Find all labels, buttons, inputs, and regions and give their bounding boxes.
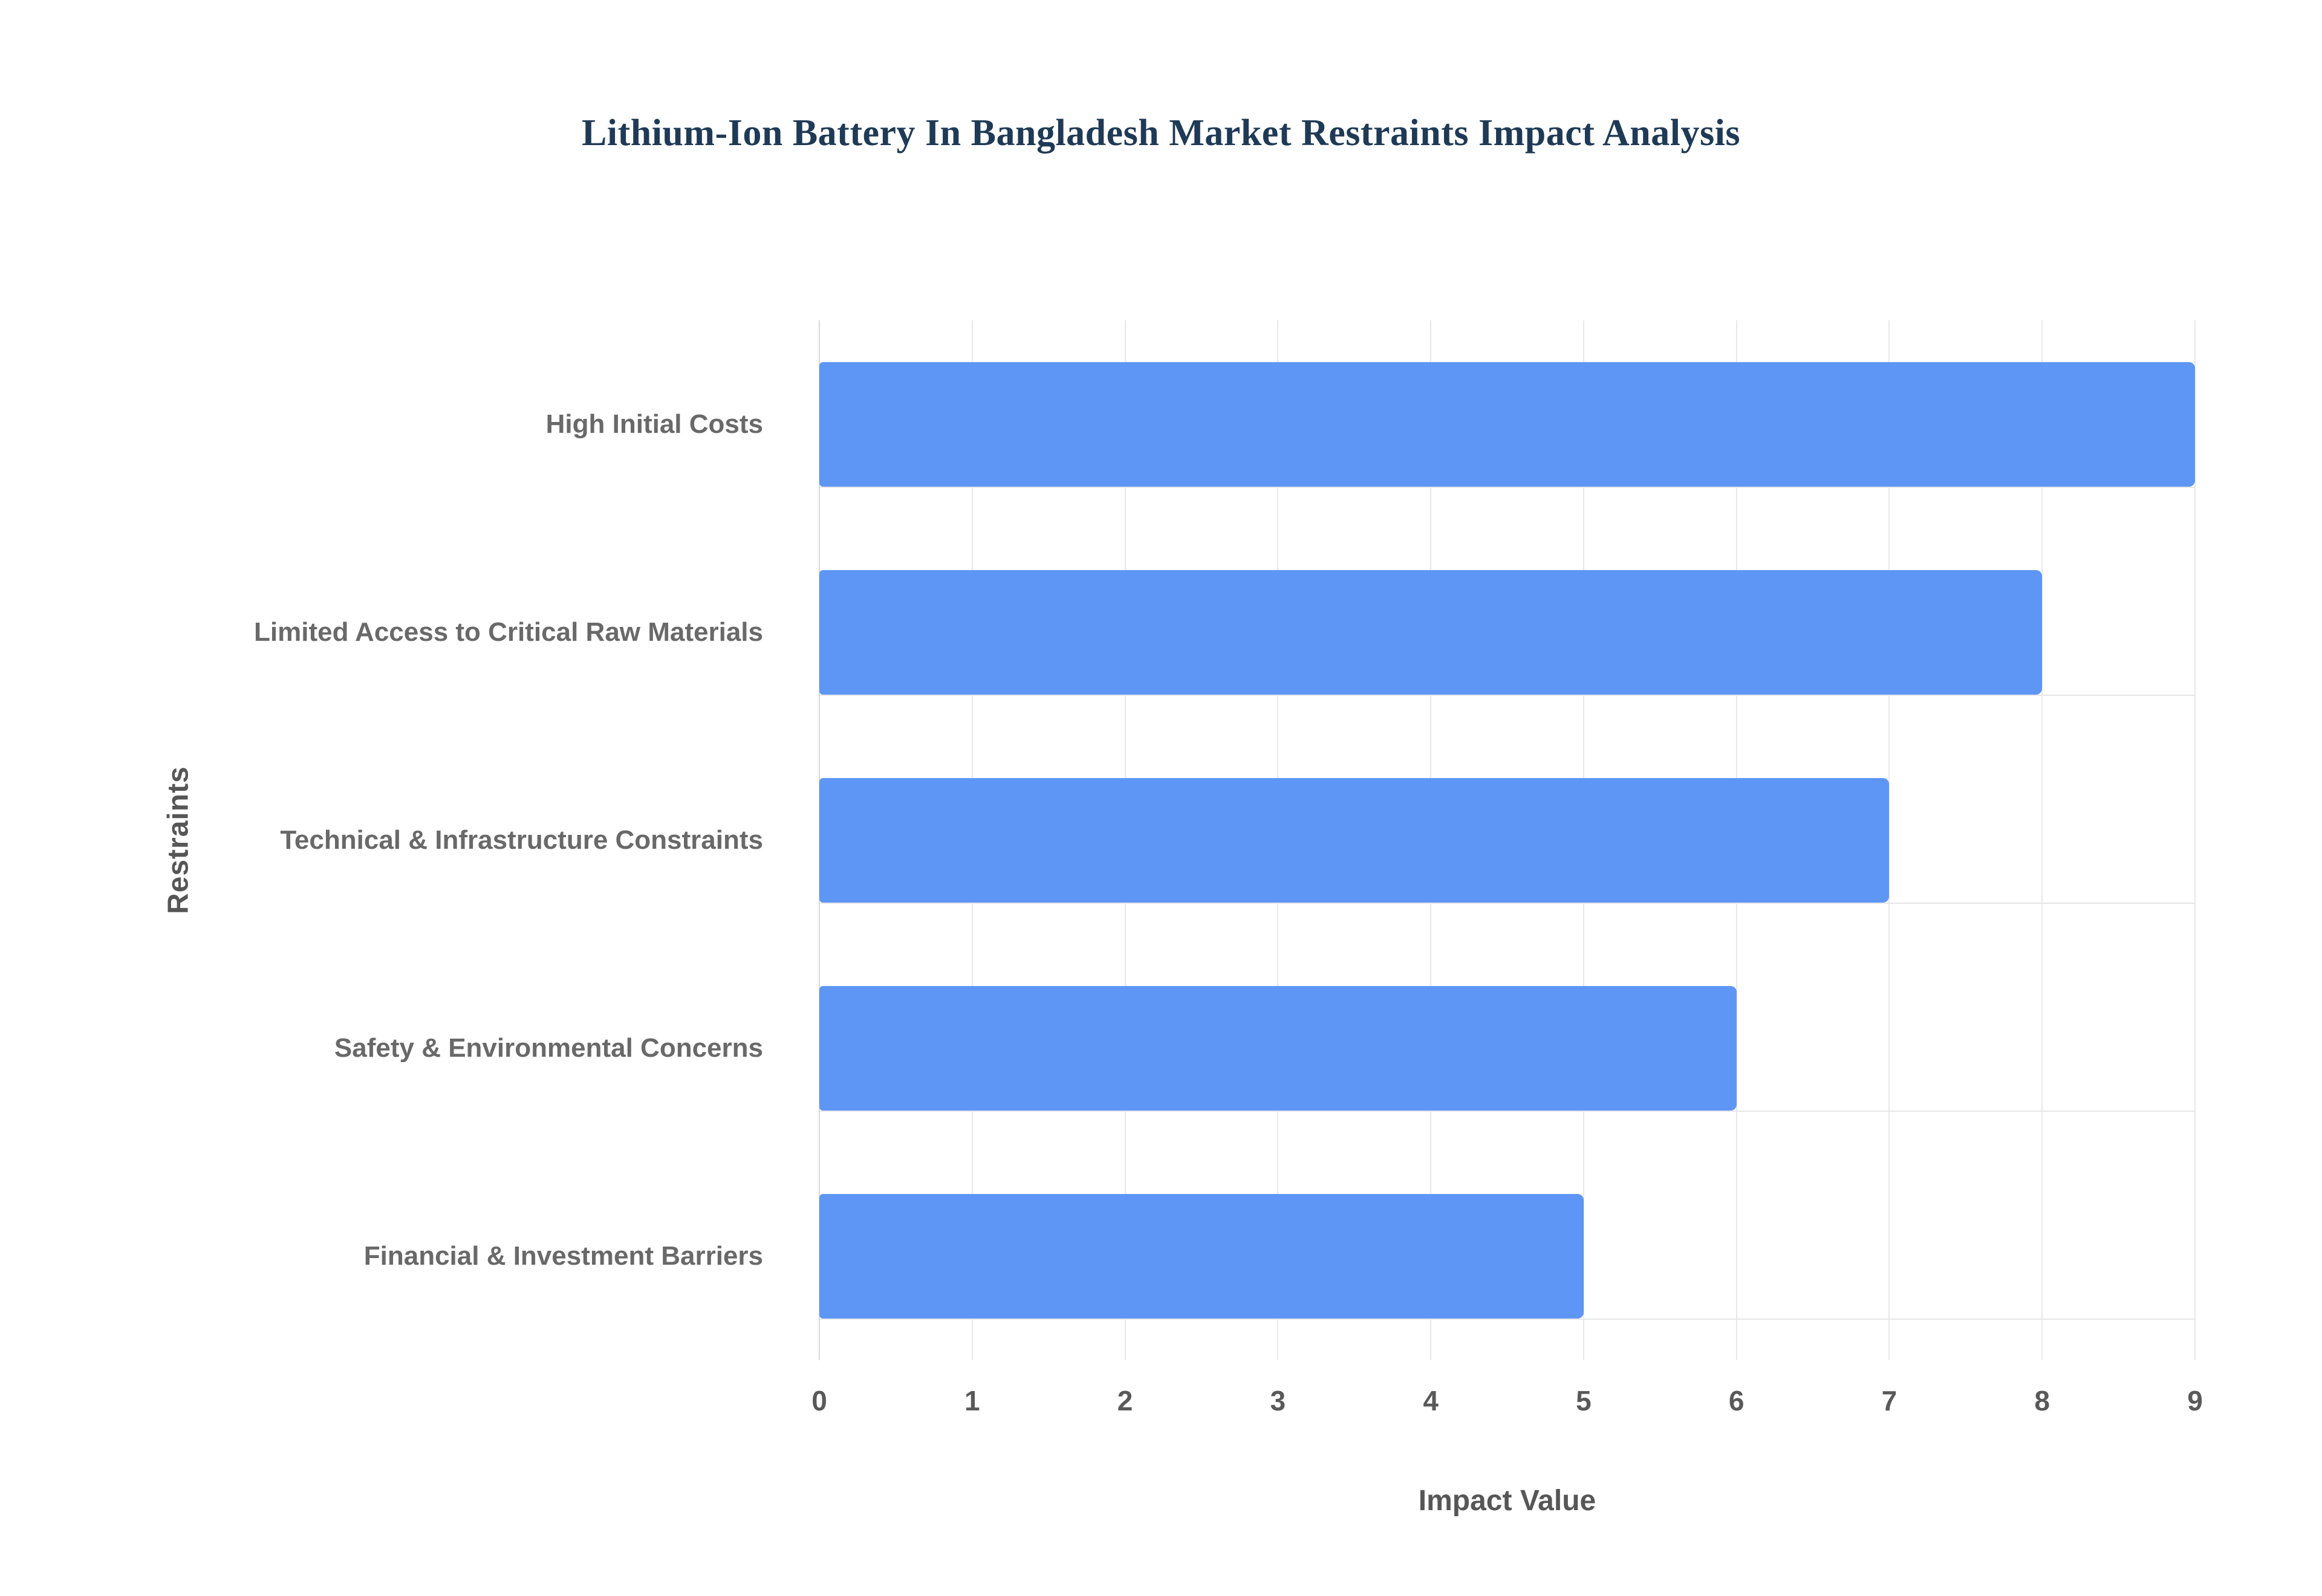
- category-label-3: Safety & Environmental Concerns: [334, 1033, 763, 1063]
- bar-row: [819, 528, 2195, 736]
- category-label-0: High Initial Costs: [545, 409, 763, 440]
- bar-0: [819, 362, 2195, 487]
- x-axis-ticks: 0 1 2 3 4 5 6 7 8 9: [811, 1384, 2203, 1427]
- bar-rows: [819, 320, 2195, 1360]
- category-label-4: Financial & Investment Barriers: [363, 1241, 763, 1271]
- category-label-1: Limited Access to Critical Raw Materials: [254, 617, 763, 647]
- row-baseline: [819, 694, 2195, 696]
- category-label-2: Technical & Infrastructure Constraints: [280, 825, 763, 855]
- row-baseline: [819, 486, 2195, 488]
- gridline-7: [1888, 320, 1890, 1360]
- bar-row: [819, 320, 2195, 528]
- x-tick-label-5: 5: [1576, 1385, 1592, 1416]
- x-tick-label-3: 3: [1270, 1385, 1286, 1416]
- bar-4: [819, 1193, 1584, 1319]
- bar-row: [819, 736, 2195, 944]
- bar-2: [819, 777, 1890, 903]
- gridline-8: [2041, 320, 2043, 1360]
- y-axis-title: Restraints: [162, 766, 195, 915]
- x-tick-label-1: 1: [964, 1385, 980, 1416]
- x-axis-title: Impact Value: [1418, 1485, 1596, 1517]
- row-baseline: [819, 902, 2195, 904]
- x-tick-label-4: 4: [1423, 1385, 1439, 1416]
- x-tick-label-9: 9: [2187, 1385, 2203, 1416]
- bar-3: [819, 985, 1737, 1111]
- plot-area: [819, 320, 2196, 1360]
- x-tick-label-6: 6: [1728, 1385, 1745, 1416]
- x-tick-label-2: 2: [1117, 1385, 1133, 1416]
- chart-title: Lithium-Ion Battery In Bangladesh Market…: [582, 112, 1740, 154]
- row-baseline: [819, 1318, 2195, 1320]
- x-tick-label-7: 7: [1881, 1385, 1898, 1416]
- bar-1: [819, 569, 2043, 695]
- category-labels: High Initial Costs Limited Access to Crit…: [242, 320, 792, 1360]
- bar-row: [819, 944, 2195, 1152]
- bar-row: [819, 1152, 2195, 1360]
- row-baseline: [819, 1110, 2195, 1112]
- x-tick-label-0: 0: [811, 1385, 827, 1416]
- gridline-9: [2194, 320, 2196, 1360]
- x-tick-label-8: 8: [2034, 1385, 2050, 1416]
